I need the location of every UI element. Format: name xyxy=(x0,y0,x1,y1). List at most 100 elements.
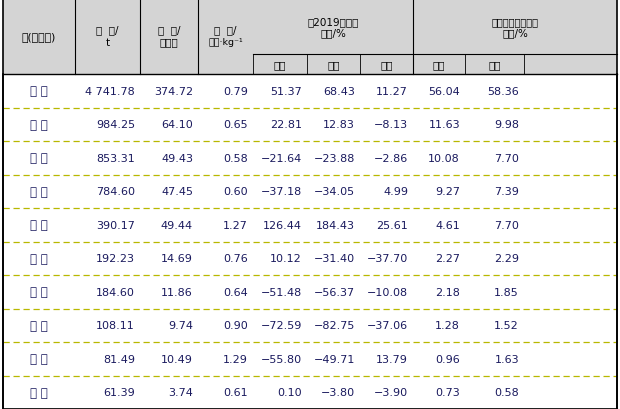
Text: 58.36: 58.36 xyxy=(487,87,519,97)
Text: 11.63: 11.63 xyxy=(428,120,460,130)
Text: 0.73: 0.73 xyxy=(435,387,460,397)
Text: 增减/%: 增减/% xyxy=(320,29,346,38)
Text: 108.11: 108.11 xyxy=(96,321,135,330)
Text: 49.44: 49.44 xyxy=(161,220,193,230)
Text: 山 东: 山 东 xyxy=(30,219,48,231)
Bar xyxy=(3,108,617,142)
Text: −55.80: −55.80 xyxy=(261,354,302,364)
Text: −56.37: −56.37 xyxy=(314,287,355,297)
Text: −3.90: −3.90 xyxy=(374,387,408,397)
Text: 14.69: 14.69 xyxy=(161,254,193,264)
Text: −82.75: −82.75 xyxy=(314,321,355,330)
Text: 河 南: 河 南 xyxy=(30,386,48,399)
Text: 福 建: 福 建 xyxy=(30,252,48,265)
Text: 192.23: 192.23 xyxy=(96,254,135,264)
Text: 浙 江: 浙 江 xyxy=(30,353,48,365)
Text: 价格: 价格 xyxy=(380,60,392,70)
Text: t: t xyxy=(105,37,110,47)
Text: 7.39: 7.39 xyxy=(494,187,519,197)
Text: 784.60: 784.60 xyxy=(96,187,135,197)
Text: 0.64: 0.64 xyxy=(223,287,248,297)
Text: 金  额/: 金 额/ xyxy=(157,25,180,36)
Text: −37.06: −37.06 xyxy=(367,321,408,330)
Text: 374.72: 374.72 xyxy=(154,87,193,97)
Text: 13.79: 13.79 xyxy=(376,354,408,364)
Text: 51.37: 51.37 xyxy=(270,87,302,97)
Text: 4.99: 4.99 xyxy=(383,187,408,197)
Text: 56.04: 56.04 xyxy=(428,87,460,97)
Text: −8.13: −8.13 xyxy=(374,120,408,130)
Text: 0.90: 0.90 xyxy=(223,321,248,330)
Text: 比重/%: 比重/% xyxy=(502,29,528,38)
Text: 天 津: 天 津 xyxy=(30,185,48,198)
Text: 61.39: 61.39 xyxy=(104,387,135,397)
Text: −37.70: −37.70 xyxy=(367,254,408,264)
Text: 64.10: 64.10 xyxy=(161,120,193,130)
Text: −49.71: −49.71 xyxy=(314,354,355,364)
Text: 47.45: 47.45 xyxy=(161,187,193,197)
Text: 12.83: 12.83 xyxy=(323,120,355,130)
Text: 江 苏: 江 苏 xyxy=(30,319,48,332)
Text: 占全国进口菠萝汁: 占全国进口菠萝汁 xyxy=(492,18,539,27)
Text: 0.61: 0.61 xyxy=(223,387,248,397)
Text: 3.74: 3.74 xyxy=(168,387,193,397)
Text: 853.31: 853.31 xyxy=(96,153,135,163)
Text: 2.18: 2.18 xyxy=(435,287,460,297)
Bar xyxy=(3,0,617,75)
Text: 11.86: 11.86 xyxy=(161,287,193,297)
Text: 辽 宁: 辽 宁 xyxy=(30,285,48,299)
Text: 广 东: 广 东 xyxy=(30,119,48,131)
Text: 数  量/: 数 量/ xyxy=(96,25,119,36)
Text: 美元·kg⁻¹: 美元·kg⁻¹ xyxy=(208,38,243,47)
Text: −3.80: −3.80 xyxy=(321,387,355,397)
Text: 4 741.78: 4 741.78 xyxy=(86,87,135,97)
Bar xyxy=(3,242,617,275)
Text: 7.70: 7.70 xyxy=(494,153,519,163)
Text: 0.79: 0.79 xyxy=(223,87,248,97)
Text: 9.74: 9.74 xyxy=(168,321,193,330)
Bar xyxy=(3,275,617,309)
Text: 2.27: 2.27 xyxy=(435,254,460,264)
Text: 万美元: 万美元 xyxy=(159,37,179,47)
Text: 390.17: 390.17 xyxy=(96,220,135,230)
Text: −10.08: −10.08 xyxy=(367,287,408,297)
Text: 68.43: 68.43 xyxy=(323,87,355,97)
Text: 0.76: 0.76 xyxy=(223,254,248,264)
Text: 0.96: 0.96 xyxy=(435,354,460,364)
Text: −72.59: −72.59 xyxy=(260,321,302,330)
Bar xyxy=(3,375,617,409)
Text: 81.49: 81.49 xyxy=(103,354,135,364)
Text: 0.60: 0.60 xyxy=(223,187,248,197)
Text: 1.28: 1.28 xyxy=(435,321,460,330)
Bar xyxy=(3,309,617,342)
Text: 金额: 金额 xyxy=(489,60,501,70)
Text: 25.61: 25.61 xyxy=(376,220,408,230)
Text: 上 海: 上 海 xyxy=(30,85,48,98)
Text: 1.85: 1.85 xyxy=(494,287,519,297)
Text: −23.88: −23.88 xyxy=(314,153,355,163)
Text: −51.48: −51.48 xyxy=(261,287,302,297)
Text: 0.58: 0.58 xyxy=(223,153,248,163)
Text: 10.12: 10.12 xyxy=(270,254,302,264)
Text: 184.43: 184.43 xyxy=(316,220,355,230)
Text: 1.52: 1.52 xyxy=(494,321,519,330)
Text: 9.98: 9.98 xyxy=(494,120,519,130)
Text: 4.61: 4.61 xyxy=(435,220,460,230)
Text: 0.10: 0.10 xyxy=(277,387,302,397)
Text: 0.65: 0.65 xyxy=(223,120,248,130)
Text: 22.81: 22.81 xyxy=(270,120,302,130)
Text: 北 京: 北 京 xyxy=(30,152,48,165)
Text: 126.44: 126.44 xyxy=(263,220,302,230)
Text: 7.70: 7.70 xyxy=(494,220,519,230)
Text: 184.60: 184.60 xyxy=(96,287,135,297)
Bar xyxy=(3,142,617,175)
Text: 9.27: 9.27 xyxy=(435,187,460,197)
Bar xyxy=(3,209,617,242)
Text: 1.63: 1.63 xyxy=(494,354,519,364)
Text: 11.27: 11.27 xyxy=(376,87,408,97)
Text: 984.25: 984.25 xyxy=(96,120,135,130)
Text: −31.40: −31.40 xyxy=(314,254,355,264)
Text: −2.86: −2.86 xyxy=(374,153,408,163)
Text: 1.27: 1.27 xyxy=(223,220,248,230)
Bar xyxy=(3,175,617,209)
